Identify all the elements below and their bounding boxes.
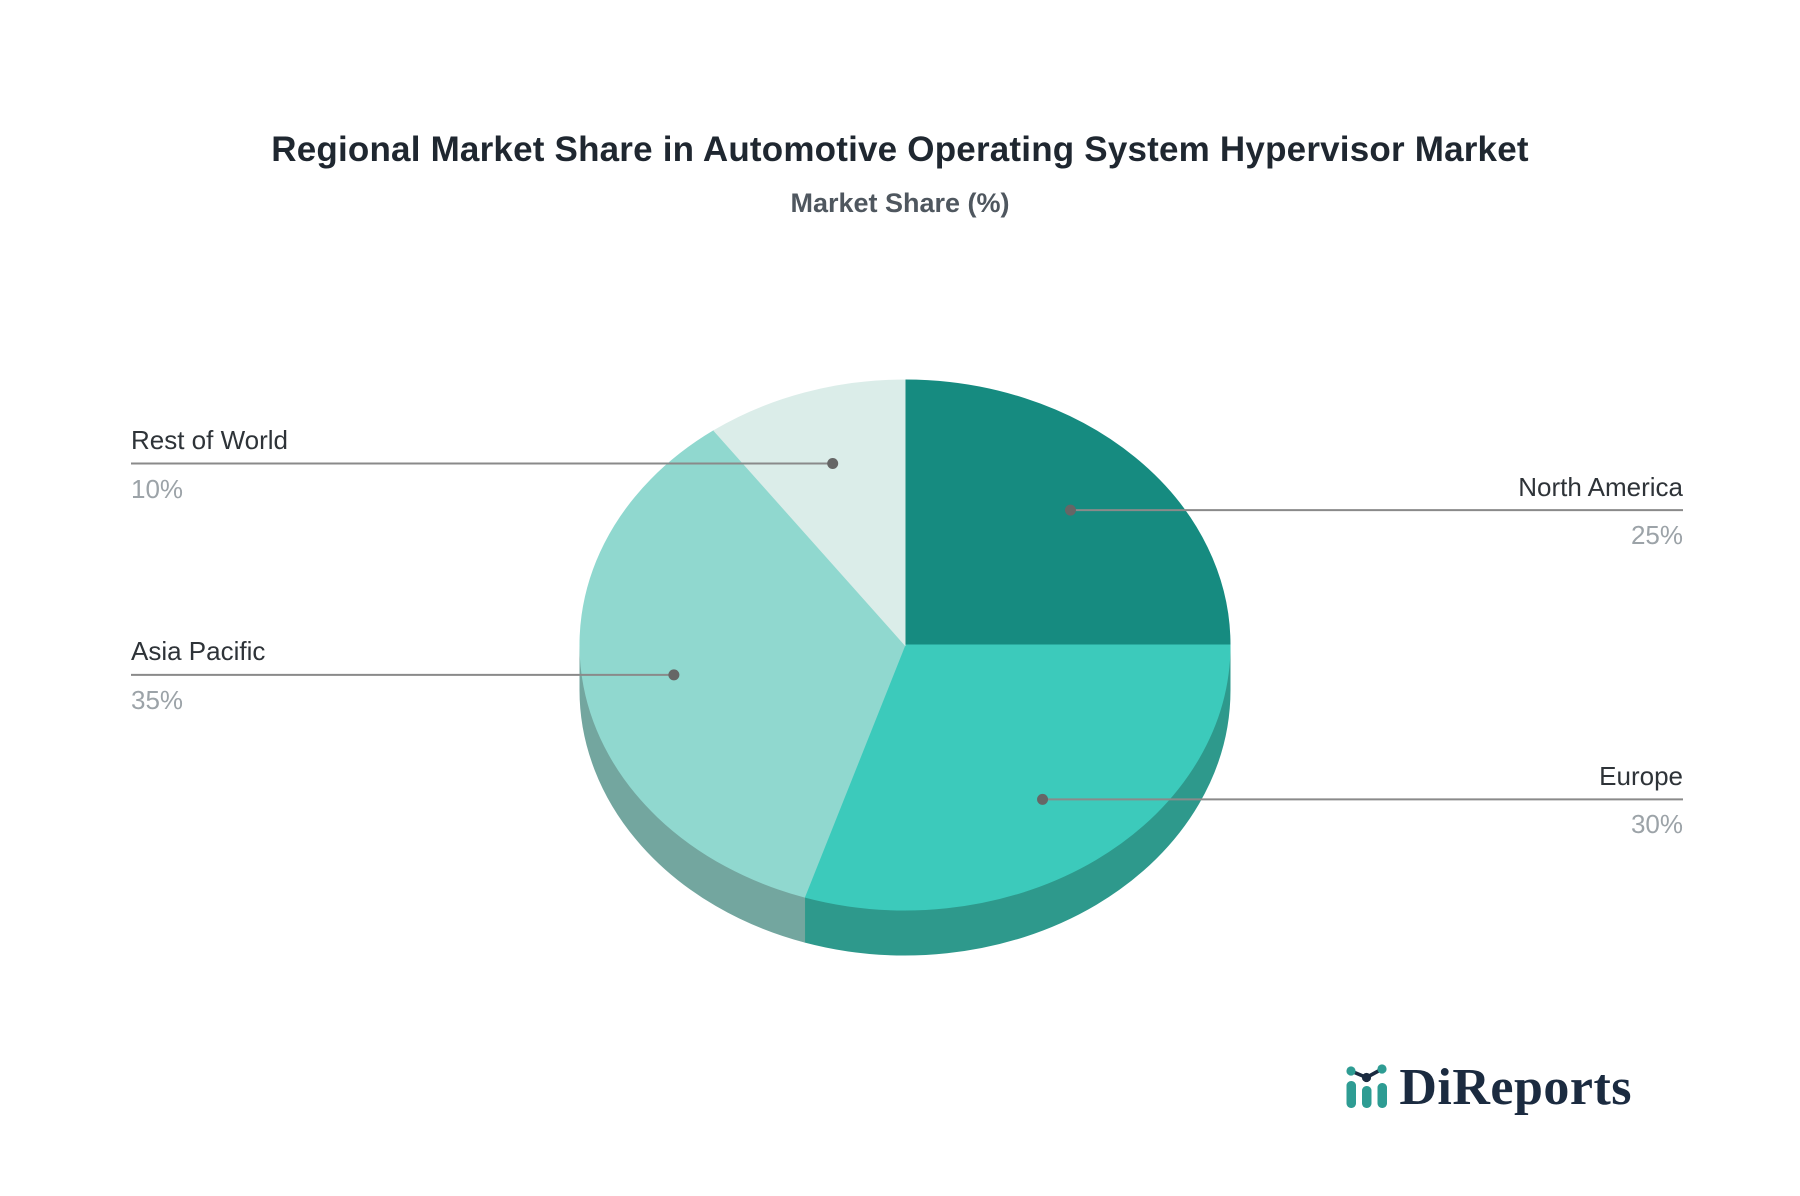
callout-value-rest-of-world: 10% <box>131 473 184 504</box>
logo-text: DiReports <box>1399 1059 1632 1117</box>
callout-value-asia-pacific: 35% <box>131 684 184 715</box>
pie-slice-rest-of-world <box>713 379 906 647</box>
chart-subtitle: Market Share (%) <box>790 188 1010 218</box>
pie-slice-asia-pacific <box>579 429 906 898</box>
mini-bar-chart-trend-icon <box>1344 1062 1390 1110</box>
callout-label-north-america: North America <box>1518 471 1683 502</box>
leader-dot <box>668 669 680 681</box>
callout-label-rest-of-world: Rest of World <box>131 424 289 455</box>
direports-logo: DiReports <box>1344 1059 1632 1117</box>
leader-dot <box>1064 504 1076 516</box>
pie-slice-europe <box>803 644 1231 911</box>
leader-dot <box>827 458 839 470</box>
callout-value-north-america: 25% <box>1630 520 1683 551</box>
callout-value-europe: 30% <box>1630 809 1683 840</box>
chart-title: Regional Market Share in Automotive Oper… <box>271 130 1529 169</box>
callout-label-asia-pacific: Asia Pacific <box>131 636 266 667</box>
leader-dot <box>1037 793 1049 805</box>
callout-label-europe: Europe <box>1599 760 1683 791</box>
